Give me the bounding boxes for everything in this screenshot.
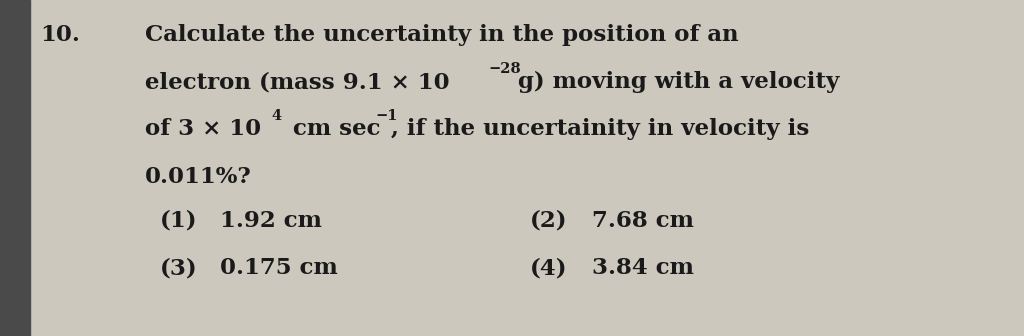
Text: (2): (2) (530, 210, 567, 232)
Text: 1.92 cm: 1.92 cm (220, 210, 322, 232)
Text: g) moving with a velocity: g) moving with a velocity (510, 71, 840, 93)
Text: 10.: 10. (40, 24, 80, 46)
Text: Calculate the uncertainty in the position of an: Calculate the uncertainty in the positio… (145, 24, 738, 46)
Text: 3.84 cm: 3.84 cm (592, 257, 694, 279)
Text: electron (mass 9.1 × 10: electron (mass 9.1 × 10 (145, 71, 450, 93)
Text: of 3 × 10: of 3 × 10 (145, 118, 261, 140)
Text: , if the uncertainity in velocity is: , if the uncertainity in velocity is (391, 118, 809, 140)
Text: −1: −1 (375, 109, 397, 123)
Text: 0.175 cm: 0.175 cm (220, 257, 338, 279)
Text: 0.011%?: 0.011%? (145, 166, 252, 188)
Text: (4): (4) (530, 257, 567, 279)
Text: 4: 4 (271, 109, 282, 123)
Text: 7.68 cm: 7.68 cm (592, 210, 694, 232)
Text: (1): (1) (160, 210, 198, 232)
Bar (0, 0, 30, 336)
Text: (3): (3) (160, 257, 198, 279)
Text: −28: −28 (488, 62, 520, 76)
Text: cm sec: cm sec (285, 118, 381, 140)
